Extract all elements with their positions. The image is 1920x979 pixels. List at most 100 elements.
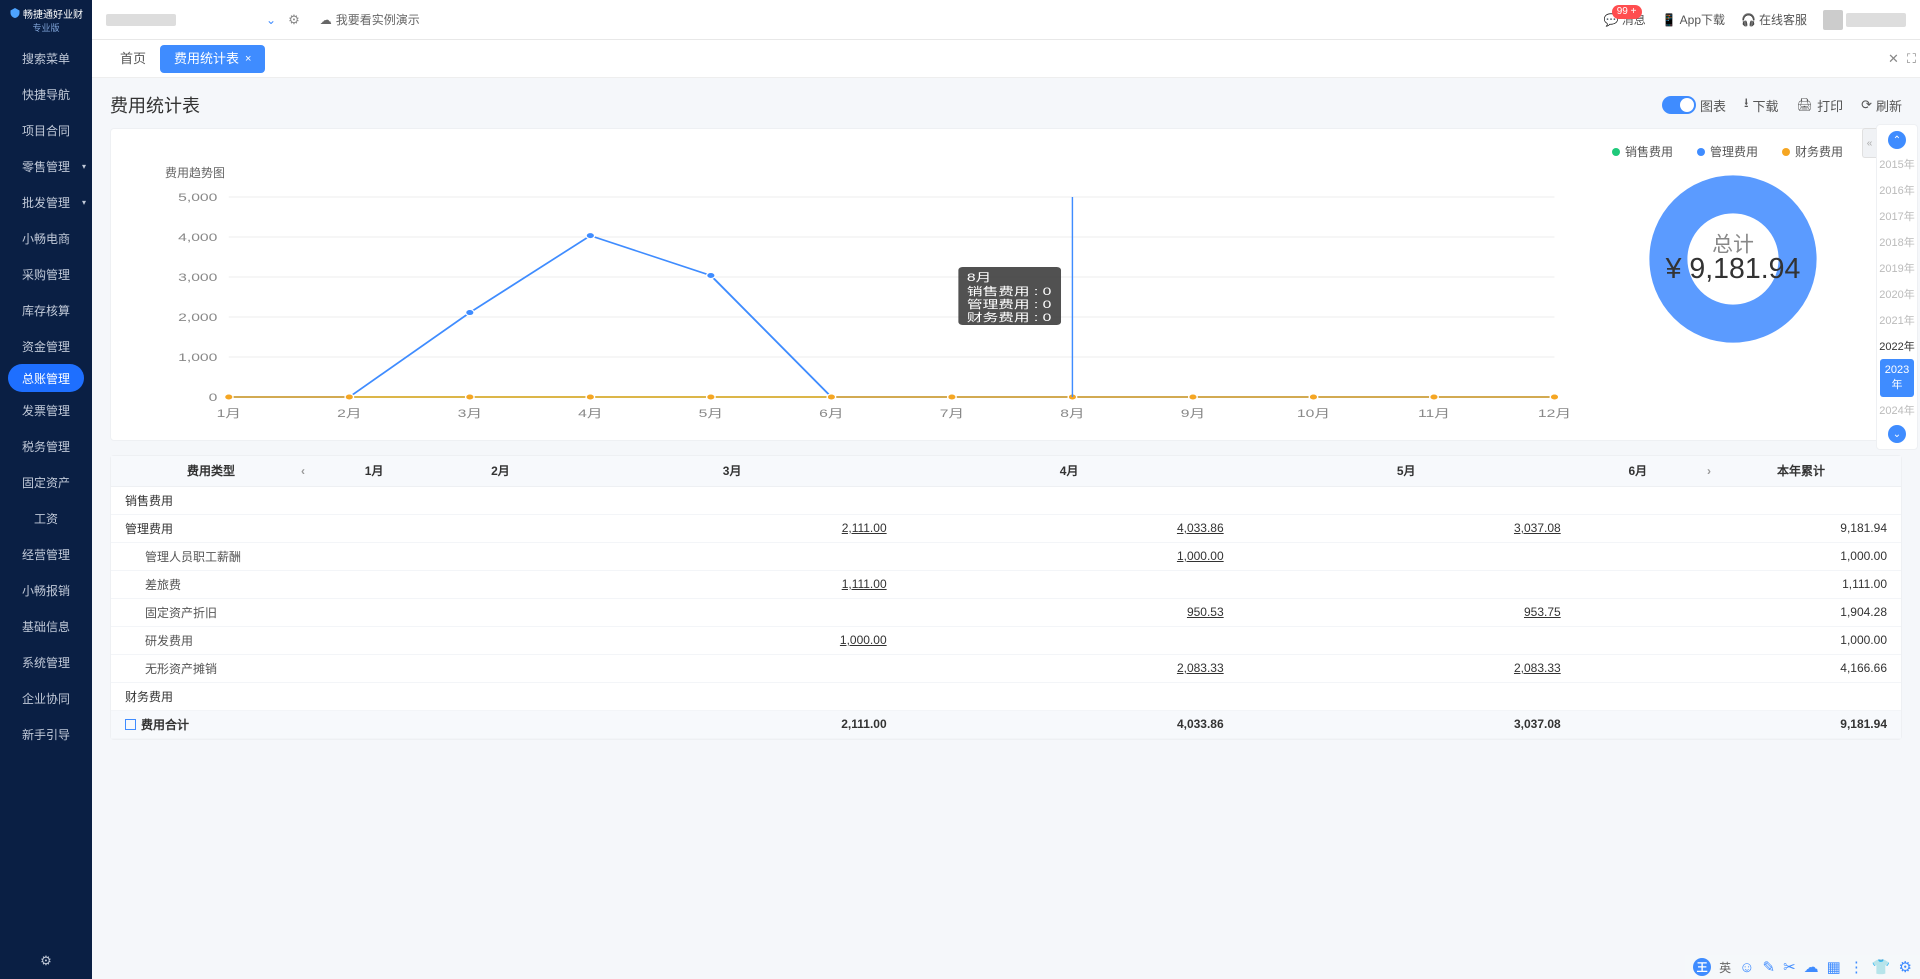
settings-icon[interactable]: ⚙ <box>1899 958 1912 976</box>
app-download-button[interactable]: 📱 App下载 <box>1662 11 1725 28</box>
grid-icon[interactable]: ▦ <box>1827 958 1841 976</box>
user-menu[interactable] <box>1823 10 1906 30</box>
collapse-handle[interactable]: « <box>1862 128 1876 158</box>
refresh-button[interactable]: ⟳刷新 <box>1861 96 1902 115</box>
cell <box>437 570 563 598</box>
sidebar-item-7[interactable]: 库存核算 <box>0 292 92 328</box>
cell[interactable]: 2,111.00 <box>564 514 901 542</box>
year-option[interactable]: 2017年 <box>1877 203 1917 229</box>
cell[interactable]: 1,111.00 <box>564 570 901 598</box>
year-option[interactable]: 2022年 <box>1877 333 1917 359</box>
shirt-icon[interactable]: 👕 <box>1872 958 1891 976</box>
year-scroll-up[interactable]: ⌃ <box>1888 131 1906 149</box>
cell[interactable]: 3,037.08 <box>1238 514 1575 542</box>
ime-icon[interactable]: 王 <box>1693 958 1711 976</box>
chart-toggle[interactable]: 图表 <box>1662 96 1726 115</box>
tab-1[interactable]: 费用统计表× <box>160 45 265 73</box>
cell[interactable]: 4,033.86 <box>901 514 1238 542</box>
sidebar-item-18[interactable]: 企业协同 <box>0 680 92 716</box>
legend-item-2[interactable]: 财务费用 <box>1782 143 1843 160</box>
lang-label[interactable]: 英 <box>1719 959 1731 976</box>
tab-0[interactable]: 首页 <box>106 45 160 73</box>
line-chart[interactable]: 01,0002,0003,0004,0005,0001月2月3月4月5月6月7月… <box>129 187 1583 427</box>
sidebar-item-15[interactable]: 小畅报销 <box>0 572 92 608</box>
logo-icon <box>9 7 21 19</box>
demo-link-label: 我要看实例演示 <box>336 11 420 28</box>
sidebar-item-0[interactable]: 搜索菜单 <box>0 40 92 76</box>
year-option[interactable]: 2019年 <box>1877 255 1917 281</box>
cell[interactable]: 953.75 <box>1238 598 1575 626</box>
fullscreen-icon[interactable]: ⛶ <box>1907 51 1916 67</box>
sidebar-item-14[interactable]: 经营管理 <box>0 536 92 572</box>
more-icon[interactable]: ⋮ <box>1849 958 1864 976</box>
donut-value: ¥ 9,181.94 <box>1665 253 1801 285</box>
demo-link[interactable]: ☁ 我要看实例演示 <box>320 11 420 28</box>
cell[interactable]: 950.53 <box>901 598 1238 626</box>
support-button[interactable]: 🎧 在线客服 <box>1741 11 1807 28</box>
page-next-icon[interactable]: › <box>1707 464 1711 478</box>
expense-table: 费用类型‹1月2月3月4月5月6月›本年累计 销售费用管理费用2,111.004… <box>110 455 1902 740</box>
year-option[interactable]: 2020年 <box>1877 281 1917 307</box>
cell <box>1238 682 1575 710</box>
emoji-icon[interactable]: ☺ <box>1739 959 1754 976</box>
year-scroll-down[interactable]: ⌄ <box>1888 425 1906 443</box>
cell[interactable]: 1,000.00 <box>564 626 901 654</box>
year-option[interactable]: 2015年 <box>1877 151 1917 177</box>
svg-text:2,000: 2,000 <box>178 311 217 323</box>
messages-button[interactable]: 💬 消息 99 + <box>1604 11 1646 28</box>
year-option[interactable]: 2018年 <box>1877 229 1917 255</box>
sidebar-item-10[interactable]: 发票管理 <box>0 392 92 428</box>
legend-item-0[interactable]: 销售费用 <box>1612 143 1673 160</box>
svg-text:6月: 6月 <box>819 407 843 419</box>
svg-text:管理费用 : 0: 管理费用 : 0 <box>967 298 1051 310</box>
cell <box>1575 486 1701 514</box>
svg-text:5月: 5月 <box>699 407 723 419</box>
sidebar-item-6[interactable]: 采购管理 <box>0 256 92 292</box>
sidebar-item-16[interactable]: 基础信息 <box>0 608 92 644</box>
legend-label: 管理费用 <box>1710 143 1758 160</box>
year-option[interactable]: 2016年 <box>1877 177 1917 203</box>
sidebar-item-2[interactable]: 项目合同 <box>0 112 92 148</box>
legend-dot-icon <box>1697 148 1705 156</box>
gear-icon[interactable]: ⚙ <box>288 12 300 28</box>
refresh-icon: ⟳ <box>1861 97 1872 113</box>
download-button[interactable]: ⭳下载 <box>1744 94 1779 116</box>
close-icon[interactable]: × <box>245 45 251 73</box>
scissors-icon[interactable]: ✂ <box>1783 958 1796 976</box>
cell <box>1701 486 1901 514</box>
cell <box>1238 570 1575 598</box>
sidebar-item-13[interactable]: 工资 <box>0 500 92 536</box>
year-option[interactable]: 2023年 <box>1880 359 1914 397</box>
year-option[interactable]: 2024年 <box>1877 397 1917 423</box>
sidebar-item-9[interactable]: 总账管理 <box>8 364 84 392</box>
year-option[interactable]: 2021年 <box>1877 307 1917 333</box>
close-all-icon[interactable]: ✕ <box>1888 51 1899 67</box>
sidebar-item-3[interactable]: 零售管理▾ <box>0 148 92 184</box>
cloud-sync-icon[interactable]: ☁ <box>1804 958 1819 976</box>
edit-icon[interactable]: ✎ <box>1763 958 1776 976</box>
sidebar-item-12[interactable]: 固定资产 <box>0 464 92 500</box>
company-selector[interactable]: ⌄ <box>106 13 276 27</box>
sidebar-settings[interactable]: ⚙ <box>0 953 92 969</box>
cell: 4,166.66 <box>1701 654 1901 682</box>
sidebar-item-5[interactable]: 小畅电商 <box>0 220 92 256</box>
sidebar-item-4[interactable]: 批发管理▾ <box>0 184 92 220</box>
total-label: 费用合计 <box>111 710 311 738</box>
sidebar-item-1[interactable]: 快捷导航 <box>0 76 92 112</box>
cell[interactable]: 1,000.00 <box>901 542 1238 570</box>
print-button[interactable]: 🖨打印 <box>1797 96 1844 115</box>
sidebar-item-19[interactable]: 新手引导 <box>0 716 92 752</box>
cell[interactable]: 2,083.33 <box>1238 654 1575 682</box>
page-title: 费用统计表 <box>110 92 200 118</box>
sidebar-item-11[interactable]: 税务管理 <box>0 428 92 464</box>
cell <box>311 486 437 514</box>
sidebar-item-8[interactable]: 资金管理 <box>0 328 92 364</box>
cell <box>901 626 1238 654</box>
donut-chart[interactable]: 总计 ¥ 9,181.94 <box>1638 164 1828 354</box>
page-prev-icon[interactable]: ‹ <box>301 464 305 478</box>
legend-item-1[interactable]: 管理费用 <box>1697 143 1758 160</box>
cell <box>311 654 437 682</box>
cell[interactable]: 2,083.33 <box>901 654 1238 682</box>
sidebar-item-17[interactable]: 系统管理 <box>0 644 92 680</box>
table-col-4: 4月 <box>901 456 1238 486</box>
